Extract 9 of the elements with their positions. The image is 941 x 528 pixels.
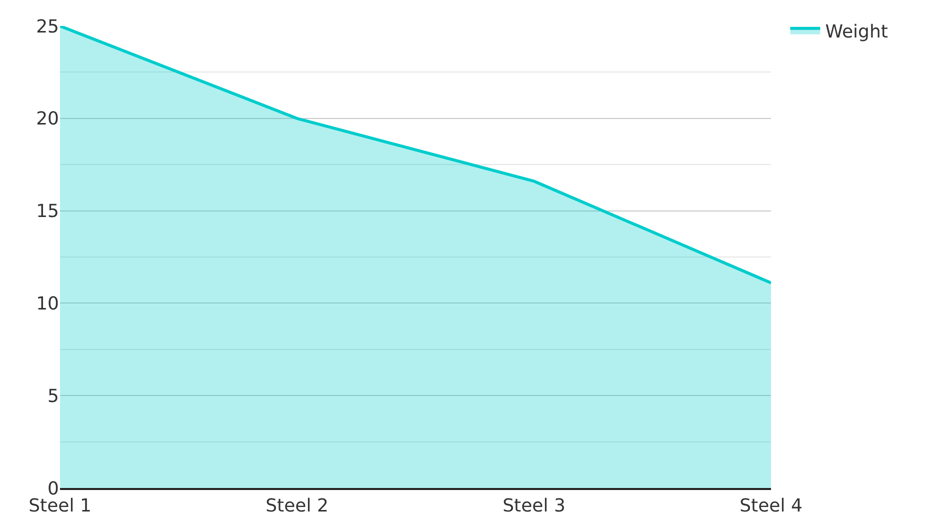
y-tick-label: 15 xyxy=(36,201,59,222)
x-tick-label: Steel 4 xyxy=(740,495,802,516)
y-tick-label: 25 xyxy=(36,16,59,38)
x-tick-label: Steel 3 xyxy=(502,495,566,516)
y-tick-label: 20 xyxy=(36,108,59,130)
x-tick-label: Steel 2 xyxy=(266,495,328,516)
y-tick-label: 10 xyxy=(36,294,59,314)
legend-label: Weight xyxy=(825,21,888,42)
y-tick-label: 5 xyxy=(48,386,59,407)
